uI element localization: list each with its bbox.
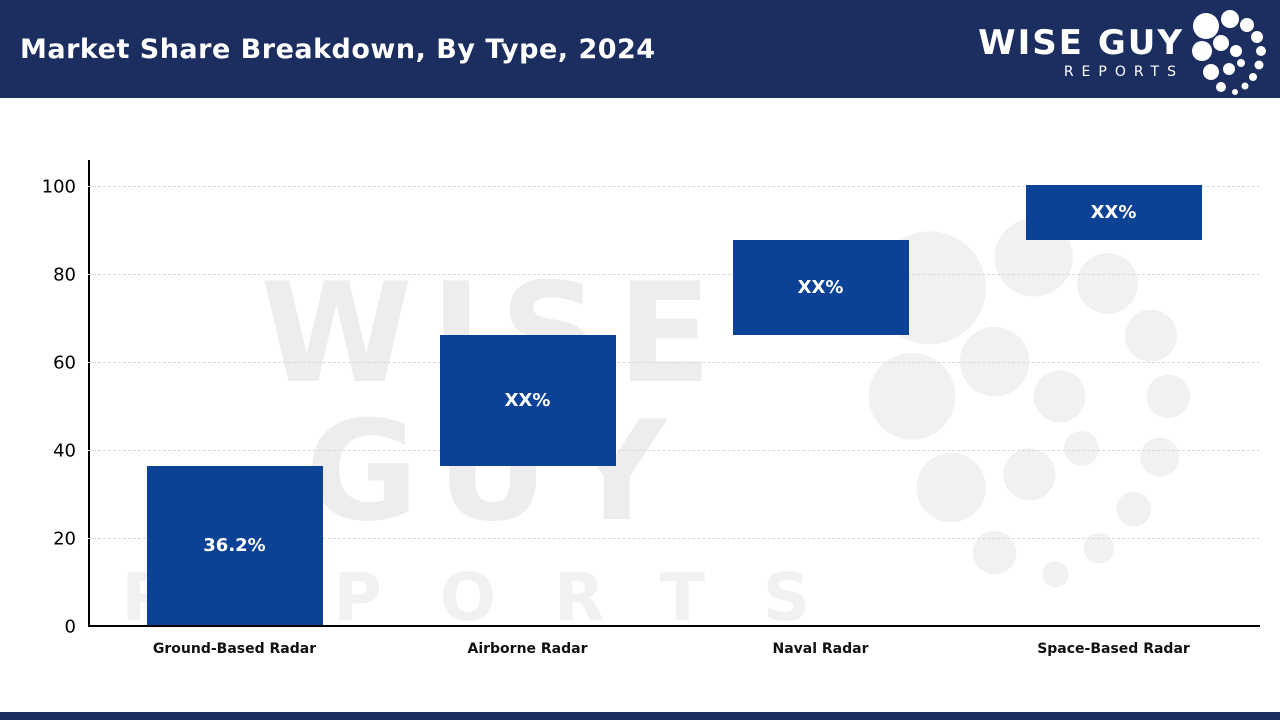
bar-value-label: XX% bbox=[797, 276, 844, 298]
y-tick-label: 0 bbox=[64, 616, 76, 638]
gridline bbox=[88, 538, 1260, 539]
y-tick-label: 100 bbox=[41, 176, 76, 198]
y-axis-line bbox=[88, 160, 90, 627]
x-category-label: Airborne Radar bbox=[467, 641, 588, 657]
brand-name: WISE GUY bbox=[978, 23, 1184, 63]
x-category-label: Ground-Based Radar bbox=[152, 641, 317, 657]
gridline bbox=[88, 186, 1260, 187]
bar-value-label: 36.2% bbox=[203, 534, 266, 556]
x-axis-line bbox=[88, 625, 1260, 627]
brand-logo-text: WISE GUY REPORTS bbox=[978, 26, 1184, 80]
bar-space-based-radar: XX% bbox=[1025, 185, 1202, 240]
bar-ground-based-radar: 36.2% bbox=[146, 465, 323, 625]
page-title: Market Share Breakdown, By Type, 2024 bbox=[20, 33, 656, 65]
x-category-label: Space-Based Radar bbox=[1037, 641, 1190, 657]
chart-plot-area: 0 20 40 60 80 100 36.2% Ground-Based Radar XX% Ai… bbox=[42, 147, 1260, 657]
gridline bbox=[88, 450, 1260, 451]
header-bar: Market Share Breakdown, By Type, 2024 WI… bbox=[0, 0, 1280, 98]
y-tick-label: 80 bbox=[53, 264, 76, 286]
brand-subname: REPORTS bbox=[1063, 64, 1184, 80]
bar-airborne-radar: XX% bbox=[439, 334, 616, 466]
y-tick-label: 60 bbox=[53, 352, 76, 374]
bar-value-label: XX% bbox=[504, 389, 551, 411]
y-tick-label: 20 bbox=[53, 528, 76, 550]
head-profile-icon bbox=[1192, 10, 1266, 95]
footer-strip bbox=[0, 712, 1280, 720]
brand-logo: WISE GUY REPORTS bbox=[978, 10, 1266, 96]
gridline bbox=[88, 274, 1260, 275]
x-category-label: Naval Radar bbox=[772, 641, 869, 657]
gridline bbox=[88, 362, 1260, 363]
bar-naval-radar: XX% bbox=[732, 240, 909, 335]
bar-value-label: XX% bbox=[1090, 202, 1137, 223]
y-tick-label: 40 bbox=[53, 440, 76, 462]
